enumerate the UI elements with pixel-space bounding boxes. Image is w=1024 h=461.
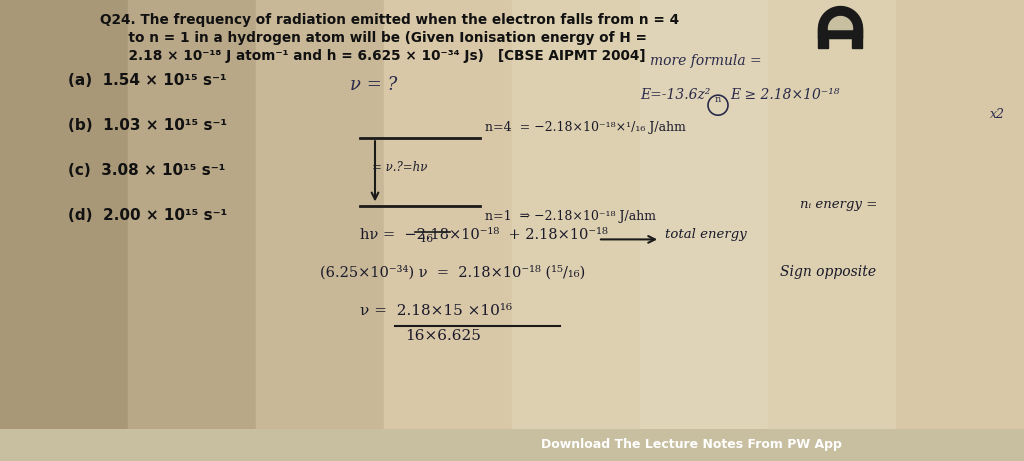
Text: E ≥ 2.18×10⁻¹⁸: E ≥ 2.18×10⁻¹⁸ xyxy=(730,88,840,102)
Bar xyxy=(256,0,384,429)
Text: hν =  −2.18×10⁻¹⁸  + 2.18×10⁻¹⁸: hν = −2.18×10⁻¹⁸ + 2.18×10⁻¹⁸ xyxy=(360,228,608,242)
Text: n=1  ⇒ −2.18×10⁻¹⁸ J/ahm: n=1 ⇒ −2.18×10⁻¹⁸ J/ahm xyxy=(485,210,656,224)
Text: n=4  = −2.18×10⁻¹⁸×¹/₁₆ J/ahm: n=4 = −2.18×10⁻¹⁸×¹/₁₆ J/ahm xyxy=(485,121,686,134)
Bar xyxy=(818,28,828,48)
Text: (a)  1.54 × 10¹⁵ s⁻¹: (a) 1.54 × 10¹⁵ s⁻¹ xyxy=(68,73,226,88)
Text: ν = ?: ν = ? xyxy=(350,76,397,94)
Bar xyxy=(852,28,862,48)
Text: (b)  1.03 × 10¹⁵ s⁻¹: (b) 1.03 × 10¹⁵ s⁻¹ xyxy=(68,118,227,133)
Text: = ν.?=hν: = ν.?=hν xyxy=(372,161,427,174)
Text: Q24. The frequency of radiation emitted when the electron falls from n = 4: Q24. The frequency of radiation emitted … xyxy=(100,13,679,27)
Text: Sign opposite: Sign opposite xyxy=(780,266,877,279)
Bar xyxy=(384,0,512,429)
Bar xyxy=(512,0,640,429)
Text: 16×6.625: 16×6.625 xyxy=(406,329,481,343)
Bar xyxy=(0,0,128,429)
Text: (6.25×10⁻³⁴) ν  =  2.18×10⁻¹⁸ (¹⁵/₁₆): (6.25×10⁻³⁴) ν = 2.18×10⁻¹⁸ (¹⁵/₁₆) xyxy=(319,266,586,280)
Bar xyxy=(768,0,896,429)
Text: total energy: total energy xyxy=(665,228,746,242)
Text: more formula =: more formula = xyxy=(650,54,762,68)
Bar xyxy=(896,0,1024,429)
Text: nᵢ energy =: nᵢ energy = xyxy=(800,198,878,211)
Text: x2: x2 xyxy=(990,108,1005,121)
Text: 2.18 × 10⁻¹⁸ J atom⁻¹ and h = 6.625 × 10⁻³⁴ Js)   [CBSE AIPMT 2004]: 2.18 × 10⁻¹⁸ J atom⁻¹ and h = 6.625 × 10… xyxy=(100,49,645,63)
Text: ν =  2.18×15 ×10¹⁶: ν = 2.18×15 ×10¹⁶ xyxy=(360,303,512,318)
Text: (c)  3.08 × 10¹⁵ s⁻¹: (c) 3.08 × 10¹⁵ s⁻¹ xyxy=(68,163,225,178)
Text: (d)  2.00 × 10¹⁵ s⁻¹: (d) 2.00 × 10¹⁵ s⁻¹ xyxy=(68,208,227,224)
Text: n: n xyxy=(715,95,721,104)
Bar xyxy=(128,0,256,429)
Text: E=-13.6z²: E=-13.6z² xyxy=(640,88,711,102)
Bar xyxy=(640,0,768,429)
Text: to n = 1 in a hydrogen atom will be (Given Ionisation energy of H =: to n = 1 in a hydrogen atom will be (Giv… xyxy=(100,31,647,45)
Text: 16: 16 xyxy=(420,234,434,244)
Text: Download The Lecture Notes From PW App: Download The Lecture Notes From PW App xyxy=(541,438,842,451)
